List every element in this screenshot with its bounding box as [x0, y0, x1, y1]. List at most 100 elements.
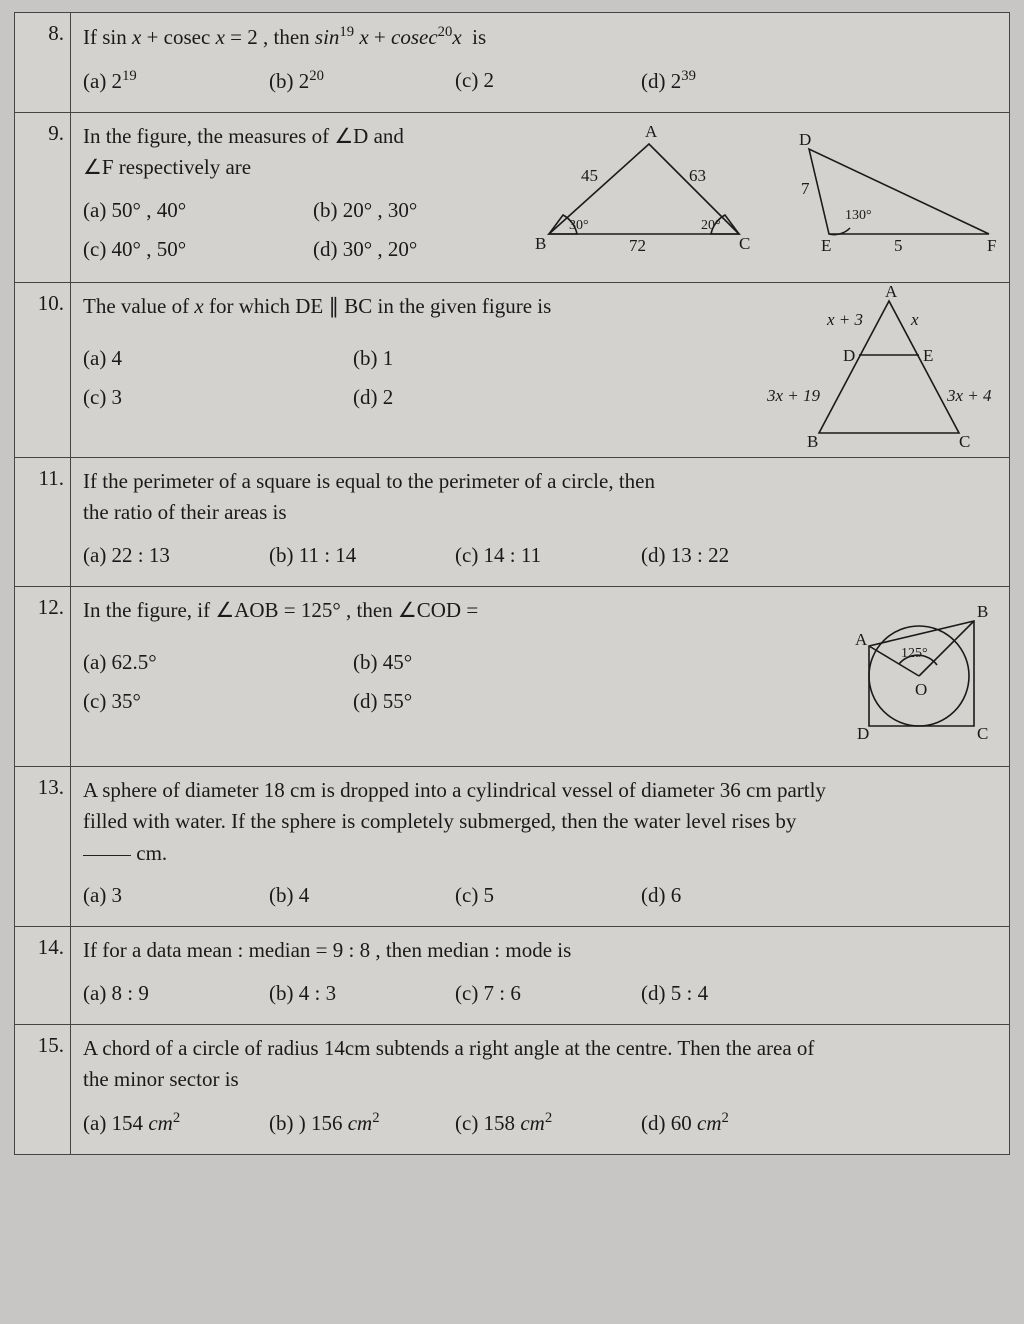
question-body: In the figure, if ∠AOB = 125° , then ∠CO… [71, 587, 1009, 766]
options: (a) 22 : 13 (b) 11 : 14 (c) 14 : 11 (d) … [83, 543, 997, 578]
label-20: 20° [701, 218, 721, 233]
options: (a) 219 (b) 220 (c) 2 (d) 239 [83, 68, 997, 104]
question-number: 15. [15, 1025, 71, 1154]
label-B: B [535, 234, 546, 253]
option-d: (d) 60 cm2 [641, 1110, 801, 1136]
label-C: C [977, 724, 988, 743]
label-C: C [739, 234, 750, 253]
question-row: 8. If sin x + cosec x = 2 , then sin19 x… [15, 13, 1009, 113]
option-d: (d) 55° [353, 689, 593, 714]
label-63: 63 [689, 166, 706, 185]
label-7: 7 [801, 179, 810, 198]
label-3x4: 3x + 4 [946, 386, 992, 405]
option-d: (d) 6 [641, 883, 801, 908]
figure-circle-quad: A B C D O 125° [839, 591, 999, 751]
option-c: (c) 2 [455, 68, 615, 94]
option-c: (c) 14 : 11 [455, 543, 615, 568]
question-row: 15. A chord of a circle of radius 14cm s… [15, 1025, 1009, 1154]
option-c: (c) 158 cm2 [455, 1110, 615, 1136]
question-body: In the figure, the measures of ∠D and∠F … [71, 113, 1009, 282]
label-D: D [857, 724, 869, 743]
option-d: (d) 239 [641, 68, 801, 94]
question-number: 10. [15, 283, 71, 457]
option-d: (d) 2 [353, 385, 593, 410]
circle-quad-svg: A B C D O 125° [839, 591, 999, 751]
question-body: If for a data mean : median = 9 : 8 , th… [71, 927, 1009, 1024]
option-c: (c) 7 : 6 [455, 981, 615, 1006]
options: (a) 8 : 9 (b) 4 : 3 (c) 7 : 6 (d) 5 : 4 [83, 981, 997, 1016]
option-a: (a) 8 : 9 [83, 981, 243, 1006]
question-stem: If sin x + cosec x = 2 , then sin19 x + … [83, 21, 997, 54]
label-30: 30° [569, 218, 589, 233]
option-a: (a) 62.5° [83, 650, 323, 675]
label-E: E [923, 346, 933, 365]
question-row: 11. If the perimeter of a square is equa… [15, 458, 1009, 587]
label-130: 130° [845, 208, 872, 223]
question-row: 10. The value of x for which DE ∥ BC in … [15, 283, 1009, 458]
triangles-svg: A B C 45 63 72 30° 20° D [529, 119, 999, 269]
option-a: (a) 50° , 40° [83, 198, 283, 223]
question-stem: If for a data mean : median = 9 : 8 , th… [83, 935, 997, 967]
label-B: B [977, 602, 988, 621]
label-D: D [843, 346, 855, 365]
option-a: (a) 22 : 13 [83, 543, 243, 568]
question-body: The value of x for which DE ∥ BC in the … [71, 283, 1009, 457]
option-c: (c) 3 [83, 385, 323, 410]
label-E: E [821, 236, 831, 255]
option-b: (b) 220 [269, 68, 429, 94]
question-stem: A sphere of diameter 18 cm is dropped in… [83, 775, 997, 870]
option-a: (a) 4 [83, 346, 323, 371]
option-b: (b) 45° [353, 650, 593, 675]
label-45: 45 [581, 166, 598, 185]
figure-triangles: A B C 45 63 72 30° 20° D [529, 119, 999, 269]
option-b: (b) 4 [269, 883, 429, 908]
question-table: 8. If sin x + cosec x = 2 , then sin19 x… [14, 12, 1010, 1155]
label-5: 5 [894, 236, 903, 255]
options: (a) 154 cm2 (b) ) 156 cm2 (c) 158 cm2 (d… [83, 1110, 997, 1146]
option-c: (c) 5 [455, 883, 615, 908]
label-x: x [910, 310, 919, 329]
question-row: 9. In the figure, the measures of ∠D and… [15, 113, 1009, 283]
question-number: 9. [15, 113, 71, 282]
question-number: 12. [15, 587, 71, 766]
label-C: C [959, 432, 970, 451]
option-d: (d) 30° , 20° [313, 237, 513, 262]
label-x3: x + 3 [826, 310, 863, 329]
option-b: (b) ) 156 cm2 [269, 1110, 429, 1136]
option-b: (b) 1 [353, 346, 593, 371]
question-number: 8. [15, 13, 71, 112]
question-row: 13. A sphere of diameter 18 cm is droppe… [15, 767, 1009, 928]
question-body: If the perimeter of a square is equal to… [71, 458, 1009, 586]
option-a: (a) 3 [83, 883, 243, 908]
question-body: A chord of a circle of radius 14cm subte… [71, 1025, 1009, 1154]
options: (a) 3 (b) 4 (c) 5 (d) 6 [83, 883, 997, 918]
label-D: D [799, 130, 811, 149]
label-O: O [915, 680, 927, 699]
label-A: A [885, 283, 898, 301]
question-row: 12. In the figure, if ∠AOB = 125° , then… [15, 587, 1009, 767]
question-stem: A chord of a circle of radius 14cm subte… [83, 1033, 997, 1096]
figure-triangle-parallel: A B C D E x + 3 x 3x + 19 3x + 4 [759, 283, 999, 453]
question-stem: If the perimeter of a square is equal to… [83, 466, 997, 529]
question-number: 11. [15, 458, 71, 586]
option-a: (a) 154 cm2 [83, 1110, 243, 1136]
option-d: (d) 13 : 22 [641, 543, 801, 568]
option-a: (a) 219 [83, 68, 243, 94]
label-72: 72 [629, 236, 646, 255]
question-body: If sin x + cosec x = 2 , then sin19 x + … [71, 13, 1009, 112]
option-c: (c) 40° , 50° [83, 237, 283, 262]
option-b: (b) 11 : 14 [269, 543, 429, 568]
triangle-parallel-svg: A B C D E x + 3 x 3x + 19 3x + 4 [759, 283, 999, 453]
label-B: B [807, 432, 818, 451]
question-stem: In the figure, the measures of ∠D and∠F … [83, 121, 503, 184]
question-row: 14. If for a data mean : median = 9 : 8 … [15, 927, 1009, 1025]
question-body: A sphere of diameter 18 cm is dropped in… [71, 767, 1009, 927]
option-b: (b) 20° , 30° [313, 198, 513, 223]
option-c: (c) 35° [83, 689, 323, 714]
label-F: F [987, 236, 996, 255]
option-b: (b) 4 : 3 [269, 981, 429, 1006]
question-number: 14. [15, 927, 71, 1024]
label-3x19: 3x + 19 [766, 386, 821, 405]
option-d: (d) 5 : 4 [641, 981, 801, 1006]
label-A: A [855, 630, 868, 649]
